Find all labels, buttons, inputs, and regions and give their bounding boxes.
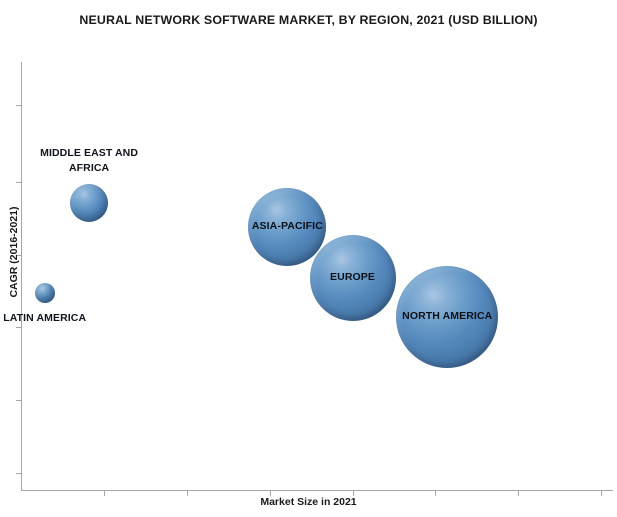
y-axis-title: CAGR (2016-2021) — [8, 206, 20, 298]
x-axis-tick-1 — [187, 491, 188, 496]
chart-title: NEURAL NETWORK SOFTWARE MARKET, BY REGIO… — [79, 13, 538, 27]
x-axis-tick-6 — [601, 491, 602, 496]
y-axis-tick-4 — [16, 400, 21, 401]
bubble-latin-america[interactable] — [34, 283, 55, 304]
y-axis-tick-0 — [16, 105, 21, 106]
x-axis-title: Market Size in 2021 — [260, 496, 357, 508]
x-axis-tick-2 — [270, 491, 271, 496]
bubble-europe[interactable] — [309, 235, 396, 322]
x-axis-tick-4 — [435, 491, 436, 496]
x-axis-line — [21, 490, 613, 491]
bubble-north-america[interactable] — [396, 265, 499, 368]
bubble-middle-east-and-africa[interactable] — [70, 184, 109, 223]
bubble-label-middle-east-and-africa: MIDDLE EAST AND AFRICA — [40, 147, 139, 175]
x-axis-tick-3 — [353, 491, 354, 496]
bubble-label-asia-pacific: ASIA-PACIFIC — [251, 219, 323, 232]
bubble-label-north-america: NORTH AMERICA — [402, 309, 493, 322]
y-axis-tick-2 — [16, 255, 21, 256]
x-axis-tick-0 — [104, 491, 105, 496]
y-axis-tick-3 — [16, 327, 21, 328]
y-axis-tick-5 — [16, 473, 21, 474]
x-axis-tick-5 — [518, 491, 519, 496]
y-axis-tick-1 — [16, 182, 21, 183]
bubble-label-europe: EUROPE — [330, 271, 375, 284]
y-axis-line — [21, 62, 22, 491]
bubble-label-latin-america: LATIN AMERICA — [3, 312, 87, 325]
bubble-asia-pacific[interactable] — [248, 187, 327, 266]
